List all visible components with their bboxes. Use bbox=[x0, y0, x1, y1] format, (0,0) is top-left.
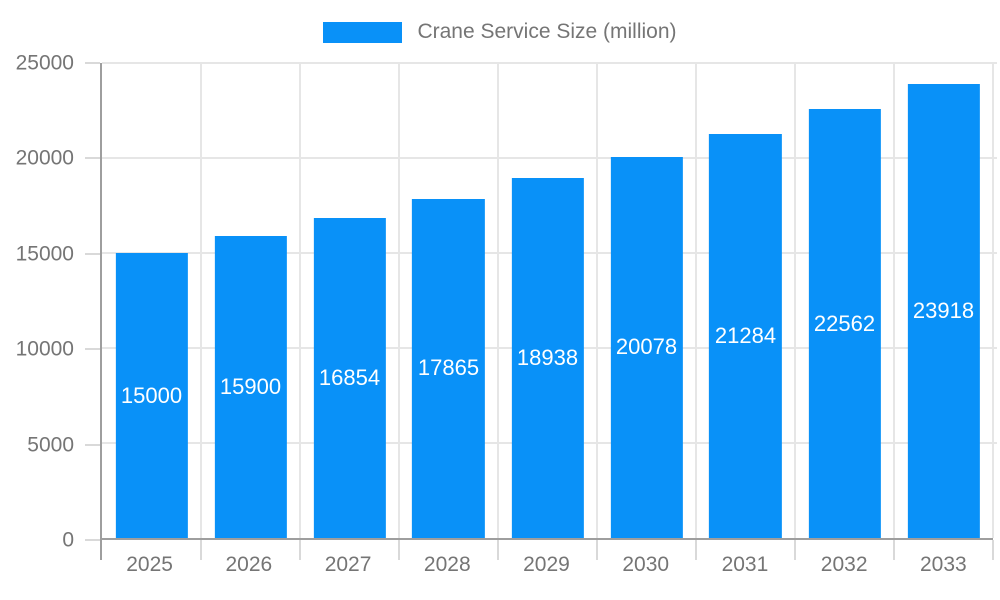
bar[interactable]: 23918 bbox=[907, 83, 980, 538]
y-axis-labels: 0 5000 10000 15000 20000 25000 bbox=[0, 53, 100, 551]
bar-value-label: 18938 bbox=[516, 345, 579, 371]
gridline-vertical bbox=[596, 63, 598, 538]
x-tick-mark bbox=[892, 540, 895, 560]
y-tick-mark bbox=[85, 252, 100, 255]
y-tick-mark bbox=[85, 443, 100, 446]
bar[interactable]: 15900 bbox=[214, 235, 287, 538]
gridline-vertical bbox=[992, 63, 994, 538]
y-tick-mark bbox=[85, 348, 100, 351]
gridline-vertical bbox=[892, 63, 895, 538]
legend: Crane Service Size (million) bbox=[0, 20, 1000, 44]
y-tick-label: 25000 bbox=[15, 51, 74, 75]
bar-value-label: 20078 bbox=[615, 334, 678, 360]
x-tick-mark bbox=[694, 540, 697, 560]
y-tick-mark bbox=[85, 157, 100, 160]
x-tick-label: 2030 bbox=[622, 553, 670, 576]
bar[interactable]: 20078 bbox=[610, 156, 683, 538]
bar[interactable]: 18938 bbox=[511, 178, 584, 538]
x-tick-mark bbox=[199, 540, 202, 560]
y-axis-foot-tick bbox=[100, 540, 102, 560]
y-tick-label: 10000 bbox=[15, 337, 74, 361]
x-tick-mark bbox=[992, 540, 994, 560]
y-tick-label: 0 bbox=[62, 528, 74, 552]
gridline-vertical bbox=[298, 63, 301, 538]
gridline-vertical bbox=[694, 63, 697, 538]
x-tick-label: 2033 bbox=[920, 553, 967, 576]
x-tick-label: 2031 bbox=[721, 553, 769, 576]
x-tick-mark bbox=[794, 540, 796, 560]
bar[interactable]: 21284 bbox=[709, 133, 782, 538]
x-tick-label: 2029 bbox=[523, 553, 570, 576]
bar-column: 20078 bbox=[597, 63, 696, 538]
bar[interactable]: 22562 bbox=[808, 109, 881, 538]
gridline-vertical bbox=[397, 63, 400, 538]
x-tick-label: 2027 bbox=[324, 553, 372, 576]
bar[interactable]: 17865 bbox=[412, 198, 485, 538]
bar-value-label: 21284 bbox=[714, 322, 777, 348]
bar-column: 15000 bbox=[102, 63, 201, 538]
x-tick-mark bbox=[397, 540, 400, 560]
x-tick-label: 2032 bbox=[820, 553, 868, 576]
gridline-horizontal bbox=[102, 62, 997, 64]
gridline-vertical bbox=[794, 63, 796, 538]
plot-area: 15000 15900 16854 17865 18938 20078 21284 22562… bbox=[100, 62, 997, 560]
y-tick-label: 20000 bbox=[15, 146, 74, 170]
bar[interactable]: 16854 bbox=[313, 217, 386, 538]
y-tick-label: 15000 bbox=[15, 242, 74, 266]
legend-swatch-icon bbox=[323, 21, 403, 43]
bar-value-label: 16854 bbox=[318, 364, 381, 390]
x-tick-mark bbox=[298, 540, 301, 560]
legend-label: Crane Service Size (million) bbox=[417, 20, 677, 43]
bar-value-label: 17865 bbox=[417, 355, 480, 381]
x-tick-label: 2025 bbox=[126, 553, 173, 576]
y-tick-mark bbox=[85, 62, 100, 64]
bar[interactable]: 15000 bbox=[115, 253, 188, 538]
x-tick-label: 2026 bbox=[225, 553, 273, 576]
bar-column: 16854 bbox=[300, 63, 399, 538]
bar-column: 21284 bbox=[696, 63, 795, 538]
bar-value-label: 15900 bbox=[219, 373, 282, 399]
bar-value-label: 23918 bbox=[912, 297, 975, 323]
bar-value-label: 22562 bbox=[813, 310, 876, 336]
y-tick-label: 5000 bbox=[27, 433, 74, 457]
x-tick-mark bbox=[596, 540, 598, 560]
x-tick-mark bbox=[496, 540, 499, 560]
x-tick-label: 2028 bbox=[423, 553, 471, 576]
bar-column: 23918 bbox=[894, 63, 993, 538]
bar-column: 22562 bbox=[795, 63, 894, 538]
bar-column: 17865 bbox=[399, 63, 498, 538]
x-axis-labels: 2025 2026 2027 2028 2029 2030 2031 2032 2033 bbox=[100, 553, 993, 577]
bar-value-label: 15000 bbox=[120, 382, 183, 408]
gridline-vertical bbox=[496, 63, 499, 538]
y-tick-mark bbox=[85, 539, 100, 541]
gridline-vertical bbox=[199, 63, 202, 538]
bar-column: 15900 bbox=[201, 63, 300, 538]
bar-column: 18938 bbox=[498, 63, 597, 538]
gridline-horizontal bbox=[102, 157, 997, 159]
